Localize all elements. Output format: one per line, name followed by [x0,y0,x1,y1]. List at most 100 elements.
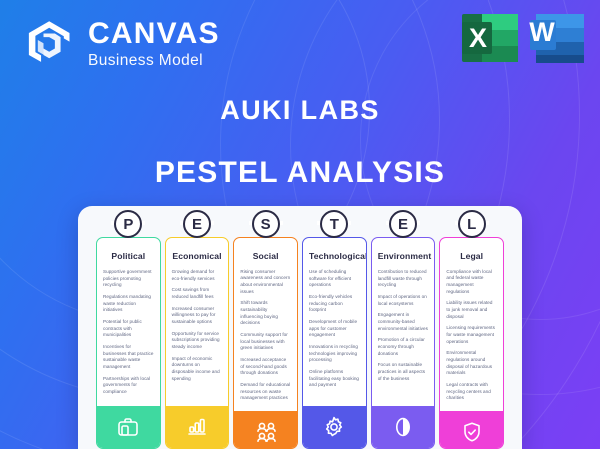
brand-name: CANVAS [88,17,220,51]
letter-badge-text: T [329,215,339,233]
column-title: Environment [377,251,432,261]
column-point: Increased acceptance of second-hand good… [240,356,287,376]
pestel-column-political: P Political Supportive government policies… [96,210,161,449]
column-body: Technological Use of scheduling software … [302,221,367,449]
letter-badge: S [251,210,280,238]
office-icons: X W [462,10,584,66]
brand-logo-block: CANVAS Business Model [24,18,220,70]
column-point: Environmental regulations around disposa… [446,350,493,376]
letter-badge-text: P [123,215,134,233]
column-title: Social [252,250,279,261]
pestel-column-legal: L Legal Compliance with local and federal … [439,210,505,449]
column-point: Compliance with local and federal waste … [446,268,492,294]
column-body: Environment Contribution to reduced landf… [370,221,436,449]
column-content: Technological Use of scheduling software … [303,238,366,406]
column-point-list: Rising consumer awareness and concern ab… [240,269,291,407]
letter-badge-wrap: E [165,210,230,238]
column-body: Legal Compliance with local and federal w… [439,221,505,449]
column-point: Development of mobile apps for customer … [309,318,358,338]
column-point: Regulations mandating waste reduction in… [103,293,152,313]
letter-badge-text: L [467,215,477,233]
column-body: Economical Growing demand for eco-friendl… [164,221,230,449]
page-title: PESTEL ANALYSIS [154,156,446,189]
letter-badge: T [320,210,349,238]
letter-badge: E [183,210,211,238]
brand-text: CANVAS Business Model [88,19,220,69]
column-point: Engagement in community-based environmen… [377,312,428,331]
column-point-list: Contribution to reduced landfill waste t… [378,269,429,387]
column-point: Cost savings from reduced landfill fees [171,287,214,299]
letter-badge: E [389,210,418,238]
column-point: Incentives for businesses that practice … [103,343,154,369]
letter-badge-text: E [191,215,202,233]
column-point: Promotion of a circular economy through … [377,337,425,356]
company-title: AUKI LABS [220,95,380,125]
column-point: Innovations in recycling technologies im… [309,343,358,363]
column-point-list: Supportive government policies promoting… [103,269,154,401]
word-icon[interactable]: W [528,10,584,66]
column-content: Legal Compliance with local and federal w… [440,238,503,411]
column-point: Rising consumer awareness and concern ab… [240,268,291,294]
column-point-list: Use of scheduling software for efficient… [309,269,360,394]
letter-badge-wrap: L [439,210,504,238]
letter-badge-text: E [398,215,409,233]
pestel-column-social: S Social Rising consumer awareness and con… [233,210,299,449]
column-point: Impact of operations on local ecosystems [377,293,427,306]
letter-badge-wrap: P [96,210,161,238]
column-point: Impact of economic downturns on disposab… [171,355,220,381]
column-title: Political [111,251,146,261]
leaf-icon [371,406,435,448]
shield-check-icon [440,410,504,448]
column-point: Community support for local businesses w… [240,331,288,351]
column-point: Eco-friendly vehicles reducing carbon fo… [309,293,353,313]
column-point: Potential for public contracts with muni… [103,318,142,338]
letter-badge-wrap: E [371,210,436,238]
letter-badge: L [457,210,486,238]
column-body: Social Rising consumer awareness and conc… [233,221,299,449]
excel-icon[interactable]: X [462,10,518,66]
excel-letter: X [468,22,487,53]
word-letter: W [529,16,555,47]
pestel-column-economical: E Economical Growing demand for eco-friend… [164,210,230,449]
column-point: Supportive government policies promoting… [103,269,152,288]
column-point: Liability issues related to junk removal… [446,300,493,319]
column-point-list: Compliance with local and federal waste … [446,269,497,407]
hexagon-logo-icon [24,18,76,70]
letter-badge: P [114,210,143,238]
column-point: Growing demand for eco-friendly services [171,269,215,281]
pestel-column-technological: T Technological Use of scheduling software… [302,210,367,449]
column-point: Contribution to reduced landfill waste t… [377,269,427,288]
pestel-card: P Political Supportive government policies… [78,206,522,449]
titles-block: AUKI LABS PESTEL ANALYSIS [0,95,600,190]
column-title: Technological [309,251,367,261]
column-content: Social Rising consumer awareness and conc… [234,238,297,411]
pestel-columns: P Political Supportive government policies… [96,210,505,449]
column-point: Use of scheduling software for efficient… [309,269,352,288]
column-content: Economical Growing demand for eco-friendl… [166,238,229,406]
column-content: Environment Contribution to reduced landf… [372,238,435,406]
column-point: Demand for educational resources on wast… [240,381,291,401]
column-point: Legal contracts with recycling centers a… [446,381,491,401]
brand-subtitle: Business Model [88,52,204,70]
column-point: Focus on sustainable practices in all as… [377,362,426,381]
column-point: Licensing requirements for waste managem… [446,325,495,344]
letter-badge-wrap: T [302,210,367,238]
column-title: Legal [460,250,484,261]
people-group-icon [234,410,298,448]
column-title: Economical [172,251,222,261]
column-point: Opportunity for service subscriptions pr… [171,330,220,349]
column-content: Political Supportive government policies … [97,238,160,406]
briefcase-icon [97,406,160,448]
letter-badge-text: S [260,215,271,233]
pestel-column-environment: E Environment Contribution to reduced land… [370,210,436,449]
column-point: Online platforms facilitating easy booki… [309,368,360,388]
bar-chart-icon [165,406,229,448]
gear-icon [303,406,366,448]
column-point: Shift towards sustainability influencing… [240,300,279,326]
column-body: Political Supportive government policies … [96,221,161,449]
column-point-list: Growing demand for eco-friendly services… [172,269,223,387]
column-point: Increased consumer willingness to pay fo… [171,305,216,324]
letter-badge-wrap: S [233,210,298,238]
column-point: Partnerships with local governments for … [103,375,151,394]
